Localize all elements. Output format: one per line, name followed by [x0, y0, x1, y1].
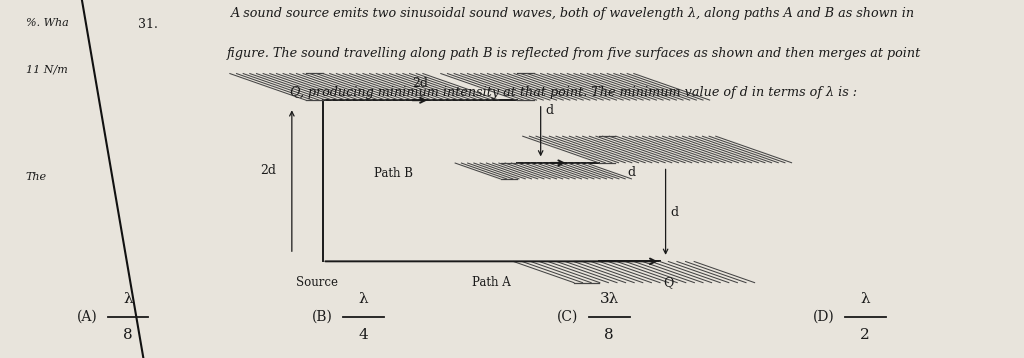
- Text: figure. The sound travelling along path B is reflected from five surfaces as sho: figure. The sound travelling along path …: [226, 47, 921, 59]
- Text: 2: 2: [860, 328, 870, 342]
- Text: 2d: 2d: [260, 164, 276, 176]
- Text: Q: Q: [664, 276, 674, 289]
- Text: (A): (A): [77, 310, 97, 324]
- Bar: [306, 73, 323, 100]
- Text: 4: 4: [358, 328, 369, 342]
- Text: (B): (B): [312, 310, 333, 324]
- Text: (C): (C): [557, 310, 579, 324]
- Text: λ: λ: [358, 292, 369, 306]
- Text: d: d: [546, 104, 554, 117]
- Text: %. Wha: %. Wha: [26, 18, 69, 28]
- Text: 2d: 2d: [412, 77, 428, 90]
- Text: λ: λ: [123, 292, 133, 306]
- Text: 31.: 31.: [138, 18, 158, 31]
- Bar: [501, 163, 517, 179]
- Text: (D): (D): [813, 310, 835, 324]
- Text: The: The: [26, 172, 47, 182]
- Text: d: d: [628, 166, 636, 179]
- Text: Q, producing minimum intensity at that point. The minimum value of d in terms of: Q, producing minimum intensity at that p…: [290, 86, 857, 99]
- Text: 8: 8: [123, 328, 133, 342]
- Text: A sound source emits two sinusoidal sound waves, both of wavelength λ, along pat: A sound source emits two sinusoidal soun…: [231, 7, 915, 20]
- Text: Source: Source: [296, 276, 339, 289]
- Text: d: d: [671, 205, 679, 219]
- Text: Path A: Path A: [472, 276, 511, 289]
- Text: 11 N/m: 11 N/m: [26, 64, 68, 74]
- Text: Path B: Path B: [374, 167, 413, 180]
- Text: 8: 8: [604, 328, 614, 342]
- Bar: [517, 73, 534, 100]
- Text: 3λ: 3λ: [600, 292, 618, 306]
- Text: λ: λ: [860, 292, 870, 306]
- Bar: [599, 136, 615, 163]
- Bar: [574, 261, 599, 283]
